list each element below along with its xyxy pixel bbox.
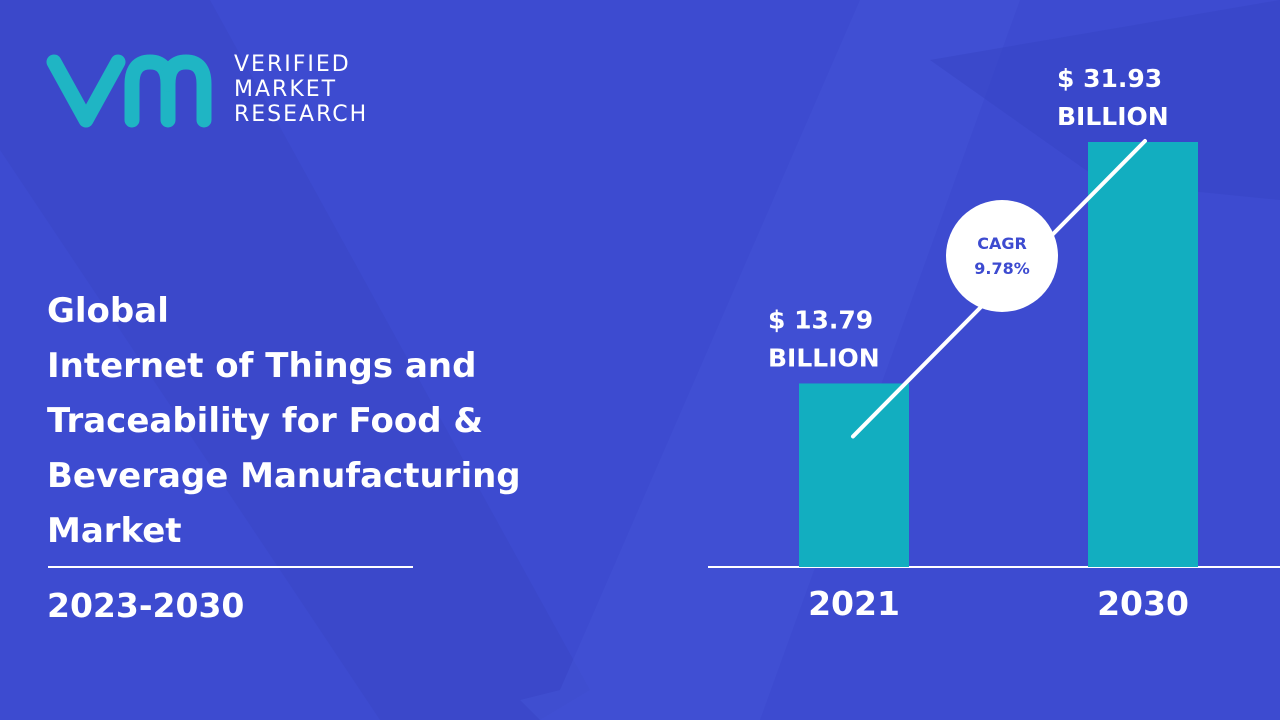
bar-2021: [799, 383, 909, 567]
x-tick-2021: 2021: [808, 584, 900, 623]
title-line-3: Traceability for Food &: [47, 401, 484, 441]
brand-line-2: MARKET: [234, 77, 338, 102]
title-line-1: Global: [47, 291, 169, 331]
title-line-4: Beverage Manufacturing: [47, 456, 521, 496]
cagr-value: 9.78%: [974, 259, 1030, 278]
cagr-badge: [946, 200, 1058, 312]
bar-2030: [1088, 142, 1198, 567]
x-tick-2030: 2030: [1097, 584, 1189, 623]
page-title: Global Internet of Things and Traceabili…: [47, 284, 667, 559]
value-unit-2030: BILLION: [1057, 102, 1169, 131]
value-label-2030: $ 31.93: [1057, 64, 1162, 93]
value-unit-2021: BILLION: [768, 343, 880, 372]
forecast-period: 2023-2030: [47, 586, 245, 625]
cagr-label: CAGR: [977, 234, 1027, 253]
title-line-5: Market: [47, 511, 182, 551]
brand-line-3: RESEARCH: [234, 102, 369, 127]
vmr-logo: VERIFIED MARKET RESEARCH: [44, 48, 404, 138]
title-divider: [48, 566, 413, 568]
vmr-logo-icon: [46, 54, 212, 128]
value-label-2021: $ 13.79: [768, 305, 873, 334]
brand-line-1: VERIFIED: [234, 52, 351, 77]
title-line-2: Internet of Things and: [47, 346, 477, 386]
